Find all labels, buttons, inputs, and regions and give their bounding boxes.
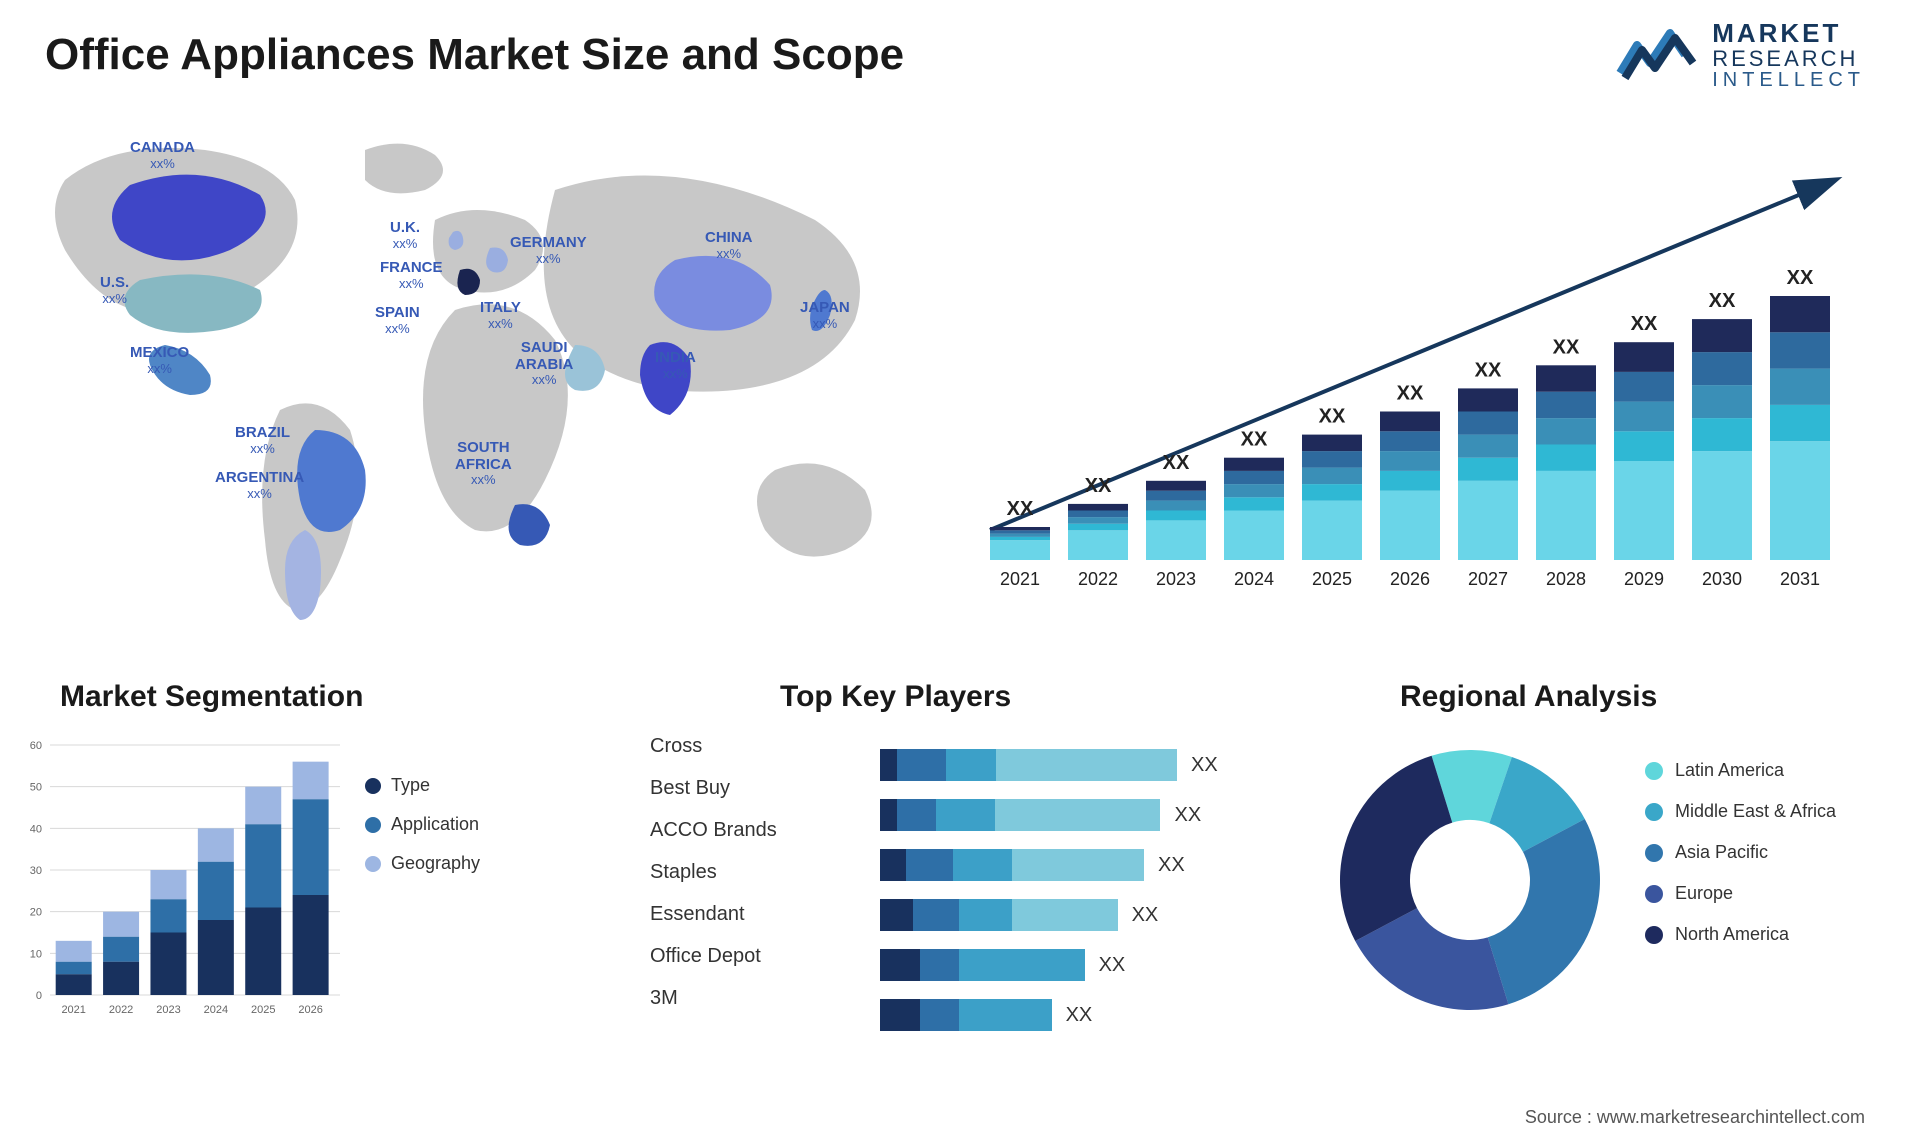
seg-legend-item: Geography xyxy=(365,853,480,874)
page-title: Office Appliances Market Size and Scope xyxy=(45,30,904,80)
regional-donut xyxy=(1330,740,1610,1020)
svg-text:10: 10 xyxy=(30,948,42,960)
map-label-china: CHINAxx% xyxy=(705,230,753,261)
map-label-saudi-arabia: SAUDIARABIAxx% xyxy=(515,340,573,387)
svg-text:2026: 2026 xyxy=(298,1004,322,1016)
svg-text:2027: 2027 xyxy=(1468,569,1508,589)
svg-text:2025: 2025 xyxy=(251,1004,275,1016)
map-label-mexico: MEXICOxx% xyxy=(130,345,189,376)
map-label-japan: JAPANxx% xyxy=(800,300,850,331)
key-player-bar: XX xyxy=(880,895,1300,935)
regional-legend-item: Middle East & Africa xyxy=(1645,801,1836,822)
key-player-bar: XX xyxy=(880,995,1300,1035)
svg-text:XX: XX xyxy=(1319,406,1346,428)
logo-icon xyxy=(1615,23,1700,88)
map-label-spain: SPAINxx% xyxy=(375,305,420,336)
svg-text:2030: 2030 xyxy=(1702,569,1742,589)
svg-text:2021: 2021 xyxy=(61,1004,85,1016)
svg-text:2024: 2024 xyxy=(1234,569,1274,589)
key-player-name: Staples xyxy=(650,851,777,893)
svg-text:XX: XX xyxy=(1163,452,1190,474)
svg-text:60: 60 xyxy=(30,740,42,752)
svg-text:0: 0 xyxy=(36,990,42,1002)
svg-text:20: 20 xyxy=(30,907,42,919)
svg-text:XX: XX xyxy=(1553,336,1580,358)
map-label-germany: GERMANYxx% xyxy=(510,235,587,266)
svg-text:XX: XX xyxy=(1241,429,1268,451)
logo-text-3: INTELLECT xyxy=(1712,70,1865,91)
key-player-name: 3M xyxy=(650,977,777,1019)
key-player-name: Cross xyxy=(650,725,777,767)
svg-text:2025: 2025 xyxy=(1312,569,1352,589)
key-players-bars: XX XX XX XX XX XX xyxy=(880,745,1300,1045)
svg-text:XX: XX xyxy=(1085,475,1112,497)
map-label-canada: CANADAxx% xyxy=(130,140,195,171)
svg-text:50: 50 xyxy=(30,782,42,794)
segmentation-header: Market Segmentation xyxy=(60,680,363,714)
world-map: CANADAxx% U.S.xx% MEXICOxx% BRAZILxx% ARGENT… xyxy=(35,130,915,630)
regional-legend: Latin America Middle East & Africa Asia Pa… xyxy=(1645,760,1836,965)
regional-legend-item: Asia Pacific xyxy=(1645,842,1836,863)
svg-text:2026: 2026 xyxy=(1390,569,1430,589)
key-player-bar: XX xyxy=(880,945,1300,985)
map-svg xyxy=(35,130,915,630)
regional-legend-item: Europe xyxy=(1645,883,1836,904)
svg-text:40: 40 xyxy=(30,823,42,835)
svg-text:XX: XX xyxy=(1709,290,1736,312)
regional-header: Regional Analysis xyxy=(1400,680,1657,714)
logo-text-1: MARKET xyxy=(1712,20,1865,47)
key-player-bar: XX xyxy=(880,745,1300,785)
logo-text-2: RESEARCH xyxy=(1712,47,1865,70)
regional-legend-item: Latin America xyxy=(1645,760,1836,781)
key-players-list: CrossBest BuyACCO BrandsStaplesEssendant… xyxy=(650,725,777,1019)
seg-legend-item: Application xyxy=(365,814,480,835)
svg-text:XX: XX xyxy=(1397,383,1424,405)
map-label-italy: ITALYxx% xyxy=(480,300,521,331)
regional-legend-item: North America xyxy=(1645,924,1836,945)
segmentation-chart: 0 10 20 30 40 50 60 2021 2022 2023 2024 2025 2026 xyxy=(10,735,350,1025)
source-text: Source : www.marketresearchintellect.com xyxy=(1525,1107,1865,1128)
svg-text:XX: XX xyxy=(1007,498,1034,520)
svg-text:XX: XX xyxy=(1631,313,1658,335)
svg-text:2024: 2024 xyxy=(204,1004,228,1016)
map-label-south-africa: SOUTHAFRICAxx% xyxy=(455,440,512,487)
key-player-bar: XX xyxy=(880,845,1300,885)
key-players-header: Top Key Players xyxy=(780,680,1011,714)
key-player-bar: XX xyxy=(880,795,1300,835)
key-player-name: Best Buy xyxy=(650,767,777,809)
svg-text:2022: 2022 xyxy=(1078,569,1118,589)
key-player-name: Office Depot xyxy=(650,935,777,977)
map-label-argentina: ARGENTINAxx% xyxy=(215,470,304,501)
svg-text:2028: 2028 xyxy=(1546,569,1586,589)
svg-text:2023: 2023 xyxy=(156,1004,180,1016)
segmentation-legend: Type Application Geography xyxy=(365,775,480,892)
svg-text:2031: 2031 xyxy=(1780,569,1820,589)
key-player-name: ACCO Brands xyxy=(650,809,777,851)
svg-text:2022: 2022 xyxy=(109,1004,133,1016)
map-label-u-k-: U.K.xx% xyxy=(390,220,420,251)
seg-legend-item: Type xyxy=(365,775,480,796)
brand-logo: MARKET RESEARCH INTELLECT xyxy=(1615,20,1865,91)
svg-text:30: 30 xyxy=(30,865,42,877)
svg-text:XX: XX xyxy=(1475,359,1502,381)
svg-text:2023: 2023 xyxy=(1156,569,1196,589)
svg-text:2021: 2021 xyxy=(1000,569,1040,589)
svg-text:XX: XX xyxy=(1787,267,1814,289)
map-label-u-s-: U.S.xx% xyxy=(100,275,129,306)
key-player-name: Essendant xyxy=(650,893,777,935)
map-label-india: INDIAxx% xyxy=(655,350,696,381)
map-label-france: FRANCExx% xyxy=(380,260,443,291)
main-bar-chart: XX 2021 XX 2022 XX 2023 XX 2024 XX 2025 XX 2026 XX 20… xyxy=(975,150,1855,610)
map-label-brazil: BRAZILxx% xyxy=(235,425,290,456)
svg-text:2029: 2029 xyxy=(1624,569,1664,589)
